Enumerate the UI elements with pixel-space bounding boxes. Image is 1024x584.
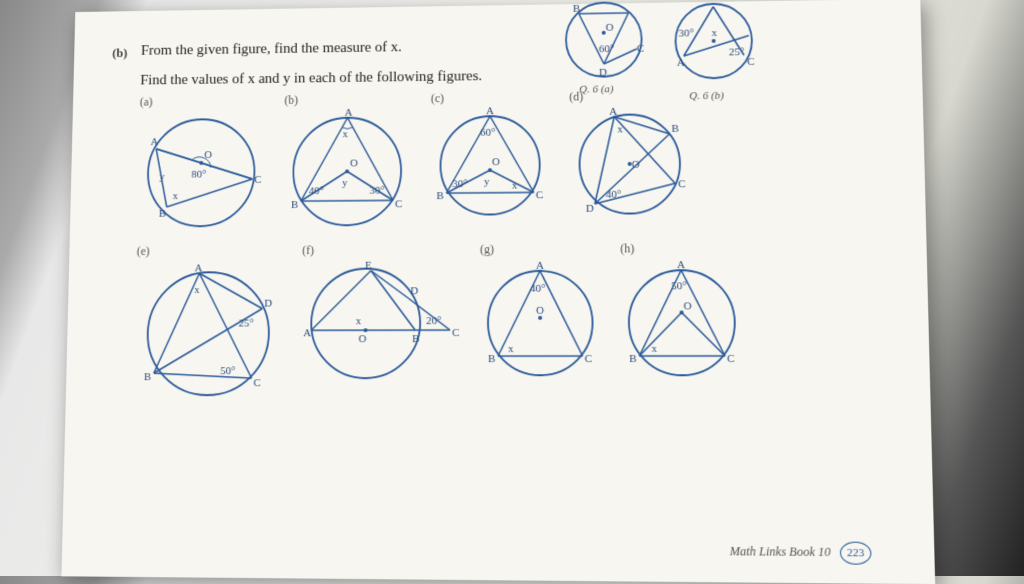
svg-text:C: C xyxy=(747,56,755,68)
svg-text:O: O xyxy=(536,305,544,317)
svg-text:A: A xyxy=(345,107,353,119)
svg-text:40°: 40° xyxy=(606,189,622,201)
svg-text:60°: 60° xyxy=(480,127,495,139)
svg-text:y: y xyxy=(159,171,165,183)
svg-text:20°: 20° xyxy=(426,315,441,327)
svg-text:x: x xyxy=(194,284,200,296)
svg-text:40°: 40° xyxy=(309,185,324,197)
svg-text:B: B xyxy=(488,353,495,365)
svg-text:30°: 30° xyxy=(452,178,467,190)
svg-text:C: C xyxy=(678,178,686,190)
fig-b-cell: (b) A B C O x 40° 30° y xyxy=(283,92,411,236)
label-b: (b) xyxy=(284,92,411,107)
svg-text:O: O xyxy=(204,149,212,161)
fig-d: A B C D O x 40° xyxy=(569,104,690,224)
footer: Math Links Book 10 223 xyxy=(730,541,872,565)
fig-h-cell: (h) A B C O 50° x xyxy=(620,241,744,389)
svg-text:30°: 30° xyxy=(369,185,384,197)
svg-text:50°: 50° xyxy=(220,365,235,377)
q-main-text: Find the values of x and y in each of th… xyxy=(140,63,891,89)
fig-a-cell: (a) A B C O 80° x y xyxy=(137,94,265,237)
fig-b: A B C O x 40° 30° y xyxy=(283,107,411,235)
svg-text:O: O xyxy=(350,157,358,169)
fig-c: A B C O 60° 30° x y xyxy=(430,106,549,225)
svg-text:A: A xyxy=(677,259,685,271)
svg-text:O: O xyxy=(492,156,500,168)
fig-h: A B C O 50° x xyxy=(620,257,744,389)
figure-row-2: (e) A B C D x 25° 50° (f) xyxy=(134,240,900,409)
svg-text:80°: 80° xyxy=(191,169,206,181)
label-a: (a) xyxy=(140,94,265,109)
fig-c-cell: (c) A B C O 60° 30° x y xyxy=(430,90,549,225)
svg-text:O: O xyxy=(683,300,691,312)
svg-text:B: B xyxy=(291,199,298,211)
svg-text:C: C xyxy=(536,189,543,201)
svg-text:C: C xyxy=(253,377,260,389)
svg-text:x: x xyxy=(651,343,657,355)
svg-text:C: C xyxy=(585,353,592,365)
label-h: (h) xyxy=(620,241,742,256)
svg-text:D: D xyxy=(586,203,594,215)
svg-text:y: y xyxy=(342,177,348,189)
label-e: (e) xyxy=(137,243,283,258)
label-g: (g) xyxy=(480,242,600,257)
svg-text:C: C xyxy=(254,174,261,186)
svg-text:A: A xyxy=(486,106,494,118)
svg-text:A: A xyxy=(536,260,544,272)
svg-text:A: A xyxy=(609,106,617,118)
svg-text:B: B xyxy=(436,190,443,202)
svg-text:O: O xyxy=(358,333,366,345)
svg-text:C: C xyxy=(727,353,735,365)
svg-text:C: C xyxy=(452,327,459,339)
svg-text:C: C xyxy=(395,198,402,210)
label-c: (c) xyxy=(431,90,550,105)
side-ref-6b: Q. 6 (b) xyxy=(689,90,724,102)
fig-g: A B C O 40° x xyxy=(480,258,601,389)
fig-e-cell: (e) A B C D x 25° 50° xyxy=(134,243,283,408)
svg-text:25°: 25° xyxy=(239,317,254,329)
svg-text:x: x xyxy=(617,123,623,135)
svg-text:x: x xyxy=(512,180,518,192)
svg-text:x: x xyxy=(508,343,514,355)
svg-text:A: A xyxy=(677,57,685,69)
svg-text:B: B xyxy=(412,333,419,345)
fig-e: A B C D x 25° 50° xyxy=(134,259,283,408)
svg-text:x: x xyxy=(356,315,362,327)
fig-a: A B C O 80° x y xyxy=(137,109,265,236)
svg-text:D: D xyxy=(410,285,418,297)
svg-text:B: B xyxy=(573,3,580,15)
svg-text:A: A xyxy=(303,327,311,339)
textbook-page: B C D O 60° 30° 25° x A C Q. 6 (a) Q. 6 … xyxy=(61,0,935,584)
fig-f-cell: (f) A B C D E O x 20° xyxy=(301,242,460,388)
svg-text:O: O xyxy=(632,159,640,171)
fig-f: A B C D E O x 20° xyxy=(301,258,460,388)
fig-d-cell: (d) A B C D O x 40° xyxy=(569,88,690,224)
svg-text:x: x xyxy=(173,190,179,202)
svg-text:B: B xyxy=(159,208,166,220)
svg-text:E: E xyxy=(365,260,372,272)
svg-text:A: A xyxy=(150,136,158,148)
svg-text:50°: 50° xyxy=(671,280,687,292)
fig-g-cell: (g) A B C O 40° x xyxy=(480,242,601,389)
svg-text:O: O xyxy=(606,22,614,34)
svg-text:B: B xyxy=(671,123,679,135)
svg-text:D: D xyxy=(264,298,272,310)
label-d: (d) xyxy=(569,88,689,103)
q-marker-b: (b) xyxy=(112,45,127,60)
svg-text:40°: 40° xyxy=(530,283,545,295)
svg-text:y: y xyxy=(484,176,490,188)
figure-row-1: (a) A B C O 80° x y (b) xyxy=(137,86,895,237)
page-number: 223 xyxy=(840,542,872,565)
svg-text:A: A xyxy=(195,262,203,274)
label-f: (f) xyxy=(302,242,460,257)
footer-text: Math Links Book 10 xyxy=(730,544,831,559)
svg-text:B: B xyxy=(144,371,151,383)
svg-text:B: B xyxy=(629,353,637,365)
svg-text:D: D xyxy=(599,67,607,79)
svg-text:x: x xyxy=(342,128,348,140)
